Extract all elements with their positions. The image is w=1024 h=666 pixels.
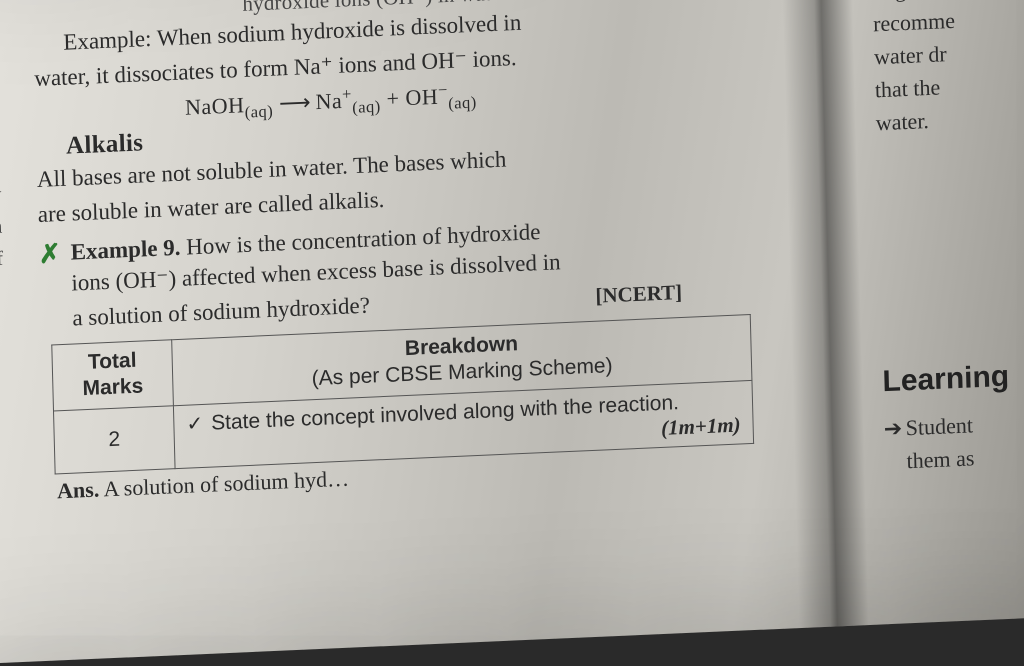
check-icon: ✓ [186, 412, 203, 435]
ncert-tag: [NCERT] [595, 278, 682, 310]
bullet-line: ➔Student [883, 404, 1024, 446]
pencil-check-icon: ✗ [39, 239, 62, 270]
frag: n [0, 211, 3, 247]
bullet-cont: them as [906, 437, 1024, 478]
example9-label: Example 9. [70, 235, 180, 265]
page-gutter-shadow [781, 0, 869, 628]
marking-scheme-table: Total Marks Breakdown (As per CBSE Marki… [51, 314, 754, 474]
frag: dic [0, 147, 1, 183]
scanned-page: und. So uct dic ey n f hydroxide ions (O… [0, 0, 1024, 666]
bullet-text: Student [905, 412, 973, 440]
th-total: Total [64, 347, 160, 377]
main-text-column: hydroxide ions (OH⁻) in water. Example: … [32, 0, 765, 504]
marks-cell: 2 [53, 405, 175, 473]
left-margin-fragments: und. So uct dic ey n f [0, 0, 20, 666]
arrow-icon: ➔ [883, 411, 906, 445]
th-marks: Marks [65, 373, 161, 403]
learning-heading: Learning [882, 351, 1024, 405]
frag: ey [0, 179, 2, 215]
frag: f [0, 243, 3, 279]
right-page-fragments: large am recomme water dr that the water… [872, 0, 1024, 478]
ex9-line3: a solution of sodium hydroxide? [72, 293, 370, 331]
